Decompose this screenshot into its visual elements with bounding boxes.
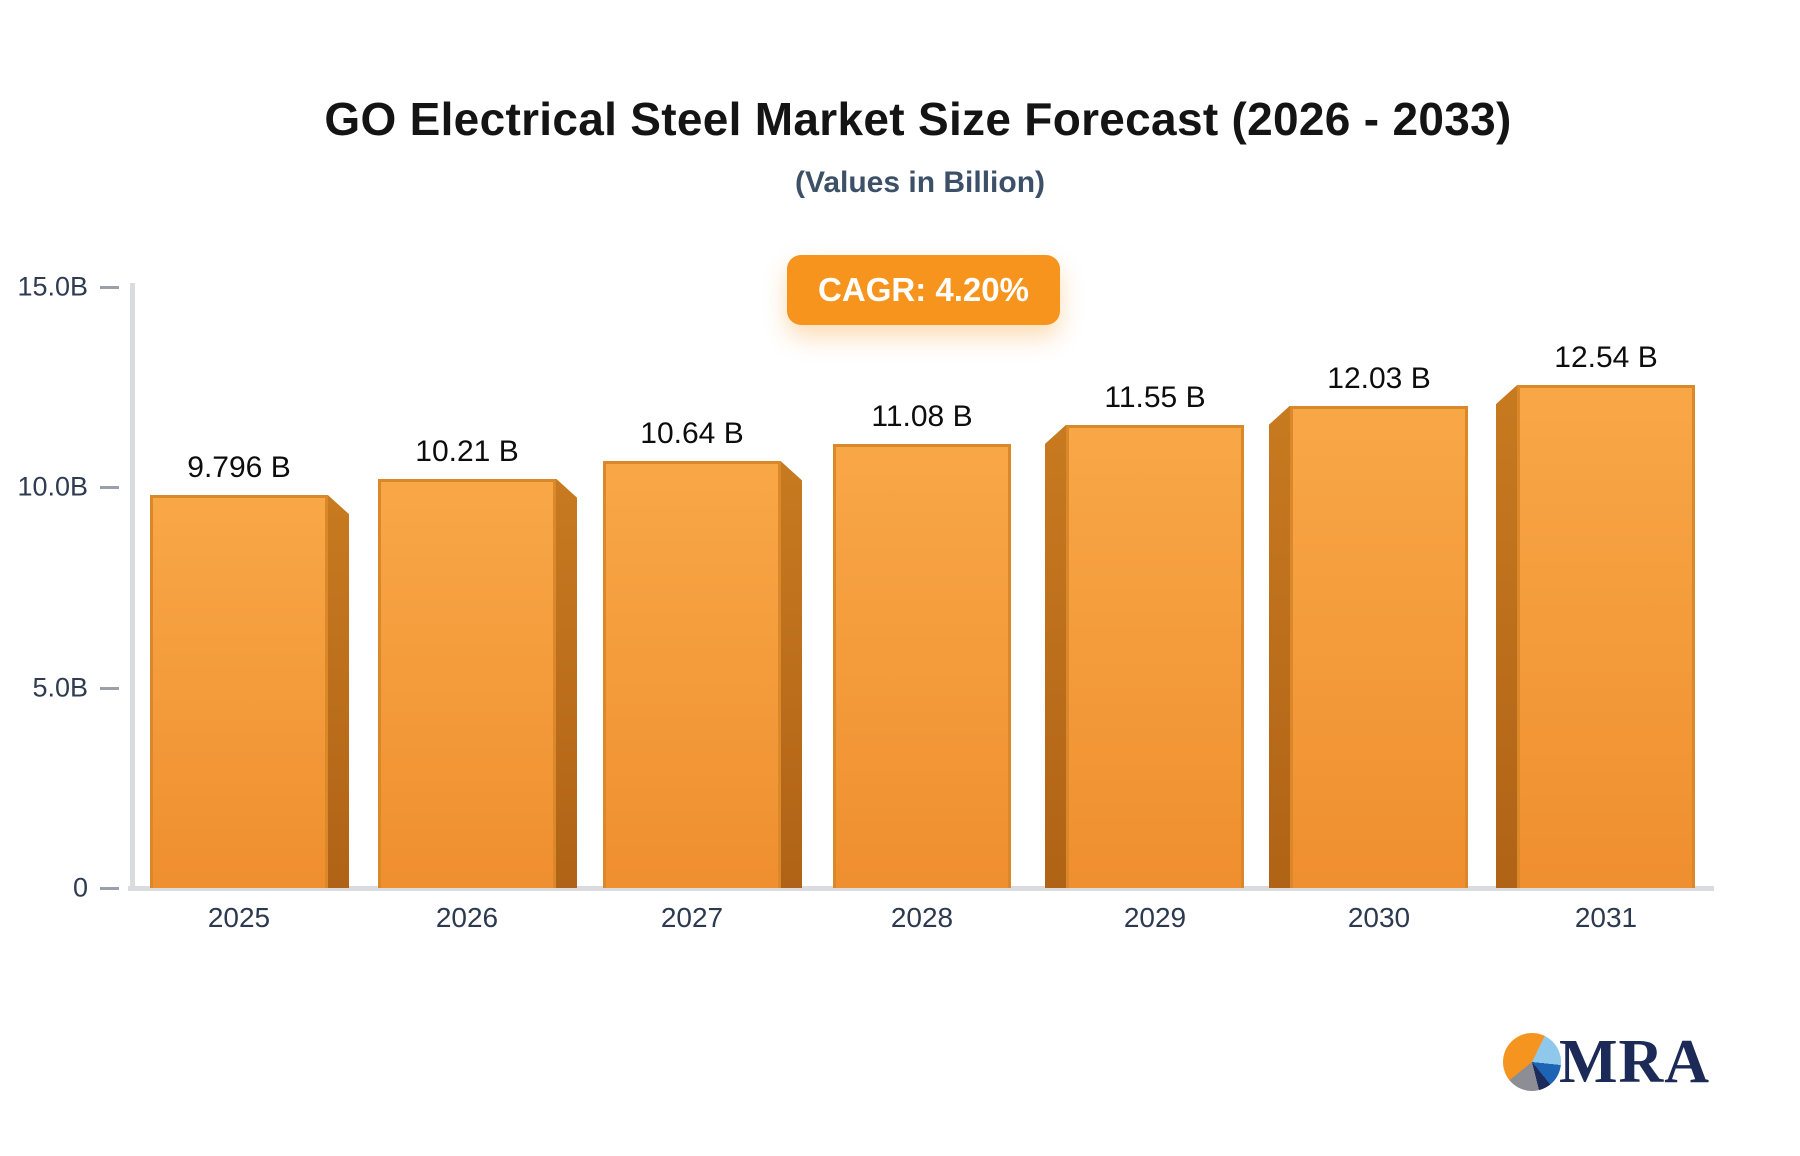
bar-value-label: 9.796 B — [187, 451, 291, 485]
pie-chart-logo-icon — [1503, 1033, 1561, 1091]
bar-2027 — [603, 461, 781, 888]
bar-side-2025 — [328, 495, 349, 888]
x-tick-label: 2026 — [435, 902, 499, 933]
bar-value-label: 11.08 B — [871, 399, 973, 433]
y-tick-dash — [100, 486, 119, 489]
x-tick-label: 2030 — [1347, 902, 1411, 933]
x-tick-label: 2027 — [660, 902, 724, 933]
bar-side-2030 — [1269, 405, 1290, 888]
y-axis-line — [130, 283, 135, 891]
y-tick-dash — [100, 285, 119, 289]
x-tick-label: 2028 — [890, 902, 954, 933]
y-tick-label: 10.0B — [17, 471, 88, 502]
cagr-badge: CAGR: 4.20% — [787, 255, 1060, 325]
y-tick-label: 5.0B — [32, 672, 88, 702]
x-axis-baseline — [128, 886, 1714, 891]
x-tick-label: 2031 — [1574, 902, 1638, 933]
chart-subtitle: (Values in Billion) — [794, 166, 1046, 199]
bar-value-label: 10.21 B — [415, 434, 519, 468]
bar-side-2029 — [1045, 424, 1066, 888]
bar-2031 — [1517, 385, 1695, 888]
bar-2025 — [150, 495, 328, 888]
bar-2028 — [833, 443, 1011, 888]
brand-logo-text: MRA — [1559, 1028, 1711, 1096]
bar-2026 — [378, 478, 556, 888]
brand-logo: MRA — [1503, 1028, 1711, 1096]
bar-value-label: 11.55 B — [1104, 380, 1206, 414]
y-tick-dash — [100, 887, 119, 890]
bar-2029 — [1066, 424, 1244, 888]
y-tick-label: 15.0B — [17, 271, 88, 301]
x-tick-label: 2025 — [207, 902, 271, 933]
bar-value-label: 10.64 B — [640, 417, 744, 451]
y-tick-dash — [100, 686, 119, 690]
bar-value-label: 12.54 B — [1554, 341, 1658, 375]
bar-side-2026 — [556, 478, 577, 888]
bar-side-2031 — [1496, 385, 1517, 888]
x-tick-label: 2029 — [1123, 902, 1187, 933]
bar-2030 — [1290, 405, 1468, 888]
y-tick-label: 0 — [72, 872, 88, 903]
bar-value-label: 12.03 B — [1327, 361, 1431, 395]
chart-title: GO Electrical Steel Market Size Forecast… — [324, 93, 1512, 145]
bar-side-2027 — [781, 461, 802, 888]
